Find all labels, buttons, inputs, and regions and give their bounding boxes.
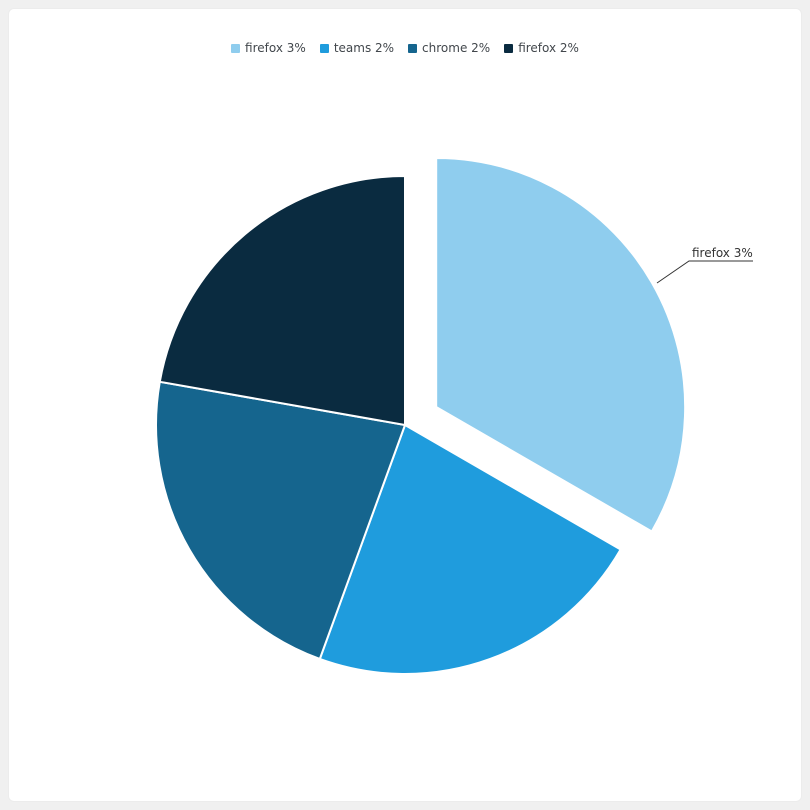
legend-item-2[interactable]: chrome 2% (408, 41, 490, 55)
legend: firefox 3% teams 2% chrome 2% firefox 2% (0, 41, 810, 55)
callout-group: firefox 3% (656, 246, 753, 284)
legend-swatch-icon (319, 43, 329, 53)
legend-swatch-icon (408, 43, 418, 53)
legend-item-3[interactable]: firefox 2% (504, 41, 579, 55)
pie-slice-1[interactable] (318, 424, 622, 675)
legend-item-label: firefox 2% (518, 41, 579, 55)
callout-label: firefox 3% (692, 246, 753, 260)
legend-item-label: chrome 2% (422, 41, 491, 55)
callout-line (656, 260, 753, 284)
legend-swatch-icon (231, 43, 241, 53)
legend-item-1[interactable]: teams 2% (319, 41, 395, 55)
legend-swatch-icon (504, 43, 514, 53)
pie-slice-3[interactable] (158, 175, 406, 426)
legend-item-label: firefox 3% (245, 41, 306, 55)
pie-slice-2[interactable] (155, 380, 406, 660)
legend-item-0[interactable]: firefox 3% (231, 41, 306, 55)
pie-slice-0[interactable] (435, 157, 687, 533)
pie-slices (155, 157, 687, 675)
legend-item-label: teams 2% (333, 41, 395, 55)
